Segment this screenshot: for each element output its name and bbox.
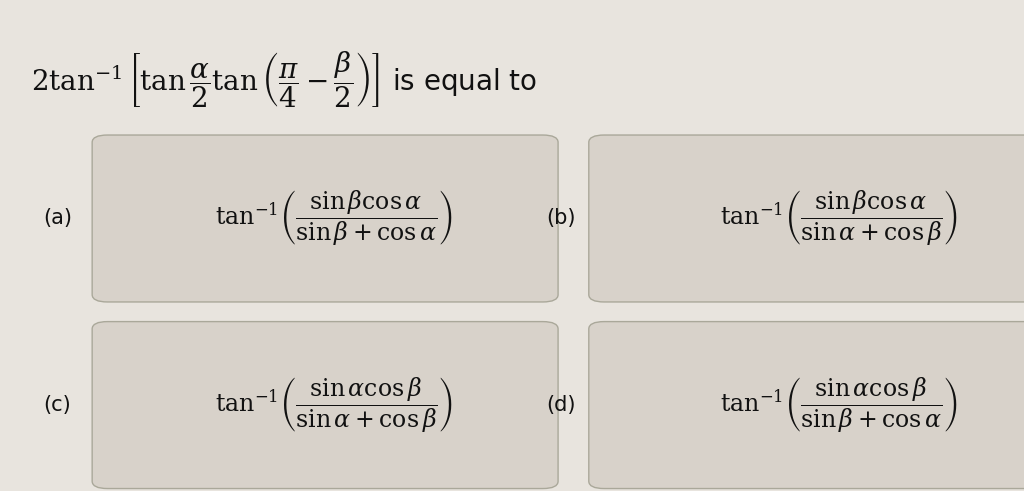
FancyBboxPatch shape — [589, 135, 1024, 302]
Text: $2 \tan^{-1}\left[\tan\dfrac{\alpha}{2}\tan\left(\dfrac{\pi}{4}-\dfrac{\beta}{2}: $2 \tan^{-1}\left[\tan\dfrac{\alpha}{2}\… — [31, 49, 537, 110]
Text: (d): (d) — [546, 395, 575, 415]
Text: (a): (a) — [43, 209, 72, 228]
Text: $\tan^{-1}\!\left(\dfrac{\sin\alpha\cos\beta}{\sin\alpha+\cos\beta}\right)$: $\tan^{-1}\!\left(\dfrac{\sin\alpha\cos\… — [215, 376, 453, 435]
FancyBboxPatch shape — [589, 322, 1024, 489]
Text: $\tan^{-1}\!\left(\dfrac{\sin\beta\cos\alpha}{\sin\alpha+\cos\beta}\right)$: $\tan^{-1}\!\left(\dfrac{\sin\beta\cos\a… — [720, 189, 957, 248]
Text: $\tan^{-1}\!\left(\dfrac{\sin\beta\cos\alpha}{\sin\beta+\cos\alpha}\right)$: $\tan^{-1}\!\left(\dfrac{\sin\beta\cos\a… — [215, 189, 453, 248]
Text: $\tan^{-1}\!\left(\dfrac{\sin\alpha\cos\beta}{\sin\beta+\cos\alpha}\right)$: $\tan^{-1}\!\left(\dfrac{\sin\alpha\cos\… — [720, 376, 957, 435]
Text: (c): (c) — [43, 395, 71, 415]
Text: (b): (b) — [546, 209, 575, 228]
FancyBboxPatch shape — [92, 322, 558, 489]
FancyBboxPatch shape — [92, 135, 558, 302]
